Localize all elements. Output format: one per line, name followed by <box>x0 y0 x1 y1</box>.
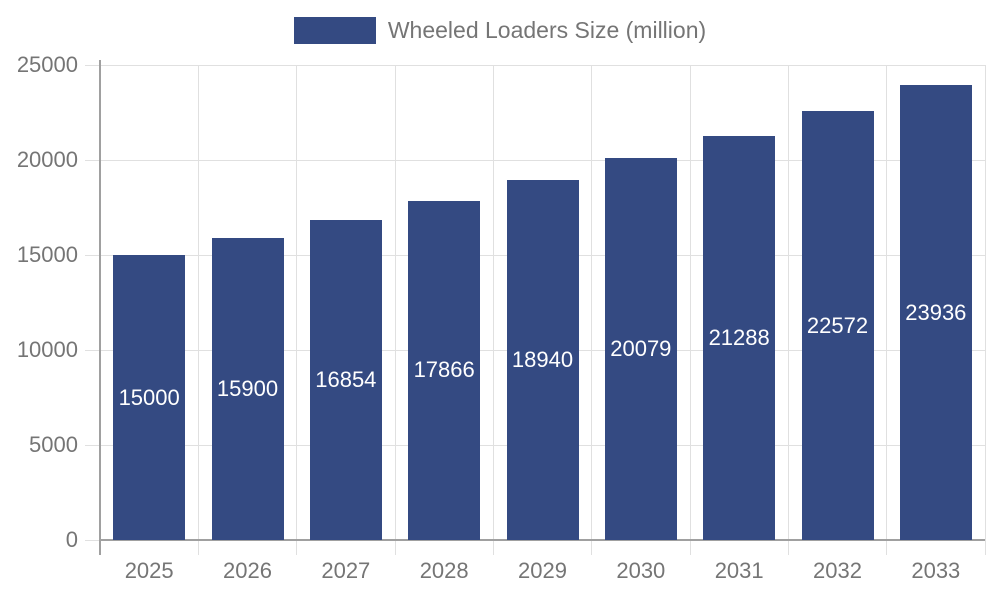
gridline-v-9 <box>984 65 986 540</box>
x-tick-label-2027: 2027 <box>321 558 371 583</box>
tick-x-8 <box>886 540 888 555</box>
legend-label: Wheeled Loaders Size (million) <box>387 17 707 43</box>
x-axis-line <box>99 539 985 541</box>
tick-x-6 <box>689 540 691 555</box>
gridline-v-6 <box>689 65 691 540</box>
x-tick-label-2033: 2033 <box>911 558 961 583</box>
bar-2028[interactable]: 17866 <box>408 200 481 540</box>
bar-2025[interactable]: 15000 <box>113 255 186 540</box>
tick-x-1 <box>197 540 199 555</box>
bar-value-label-2030: 20079 <box>610 336 672 362</box>
tick-x-5 <box>591 540 593 555</box>
bar-value-label-2028: 17866 <box>413 357 475 383</box>
bar-value-label-2032: 22572 <box>806 312 869 338</box>
bar-value-label-2029: 18940 <box>511 347 574 373</box>
tick-x-2 <box>296 540 298 555</box>
bar-2033[interactable]: 23936 <box>899 85 972 540</box>
tick-x-9 <box>984 540 986 555</box>
x-tick-label-2030: 2030 <box>616 558 666 583</box>
gridline-v-5 <box>591 65 593 540</box>
x-tick-label-2028: 2028 <box>419 558 469 583</box>
y-tick-label-0: 0 <box>65 527 78 552</box>
gridline-v-4 <box>492 65 494 540</box>
bar-value-label-2031: 21288 <box>708 324 770 350</box>
tick-x-4 <box>492 540 494 555</box>
bar-2031[interactable]: 21288 <box>703 135 776 540</box>
gridline-v-1 <box>197 65 199 540</box>
bar-value-label-2026: 15900 <box>216 375 279 401</box>
bar-value-label-2027: 16854 <box>315 366 377 392</box>
bar-value-label-2033: 23936 <box>905 299 967 325</box>
y-tick-label-10000: 10000 <box>16 337 78 362</box>
tick-y-0 <box>85 539 100 541</box>
y-axis-line <box>99 60 101 555</box>
y-tick-label-15000: 15000 <box>16 242 78 267</box>
gridline-v-8 <box>886 65 888 540</box>
gridline-h-20000 <box>85 159 985 161</box>
gridline-h-25000 <box>85 64 985 66</box>
x-tick-label-2031: 2031 <box>714 558 764 583</box>
x-tick-label-2026: 2026 <box>223 558 272 583</box>
y-tick-label-20000: 20000 <box>16 147 78 172</box>
y-tick-label-5000: 5000 <box>29 432 78 457</box>
tick-x-3 <box>394 540 396 555</box>
x-tick-label-2025: 2025 <box>124 558 174 583</box>
tick-x-7 <box>787 540 789 555</box>
bar-value-label-2025: 15000 <box>118 384 180 410</box>
bar-2029[interactable]: 18940 <box>506 180 579 540</box>
bar-2030[interactable]: 20079 <box>604 158 677 540</box>
gridline-v-3 <box>394 65 396 540</box>
legend-swatch <box>293 17 376 45</box>
bar-2032[interactable]: 22572 <box>801 111 874 540</box>
x-tick-label-2032: 2032 <box>813 558 862 583</box>
bar-2027[interactable]: 16854 <box>309 219 382 540</box>
y-tick-label-25000: 25000 <box>16 52 78 77</box>
legend[interactable]: Wheeled Loaders Size (million) <box>0 17 1000 45</box>
gridline-v-7 <box>787 65 789 540</box>
x-tick-label-2029: 2029 <box>518 558 567 583</box>
bar-2026[interactable]: 15900 <box>211 237 284 540</box>
gridline-v-2 <box>296 65 298 540</box>
